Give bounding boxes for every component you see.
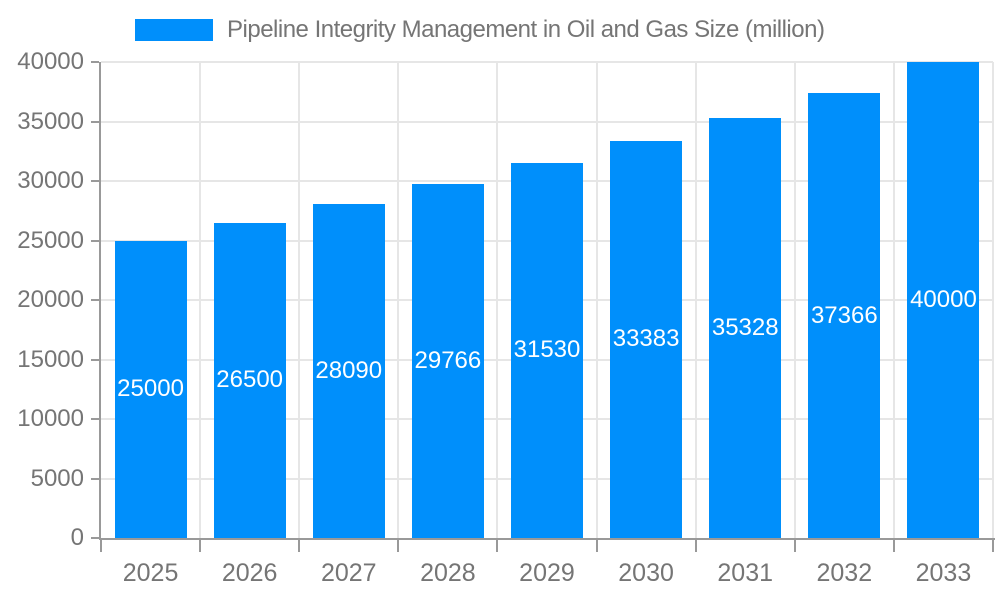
x-tick-label: 2029 (519, 559, 575, 587)
bar-value-label: 40000 (910, 286, 977, 313)
y-tick (91, 358, 99, 361)
x-tick-label: 2026 (221, 559, 278, 587)
bar-value-label: 31530 (513, 336, 581, 364)
y-tick-label: 0 (70, 524, 84, 551)
bar-value-label: 35328 (711, 313, 779, 341)
bar-value-label: 33383 (612, 325, 680, 353)
bar-value-label: 26500 (216, 366, 284, 394)
y-tick-label: 30000 (17, 167, 84, 194)
plot-area: 25000 26500 28090 29766 31530 33383 35328 37366… (101, 61, 994, 538)
y-tick-label: 25000 (17, 226, 84, 254)
x-tick (694, 540, 697, 552)
x-tick-label: 2027 (320, 559, 377, 587)
x-tick-label: 2025 (122, 559, 179, 587)
y-tick (91, 120, 99, 123)
y-tick (91, 477, 99, 480)
bar-2027: 28090 (312, 203, 385, 538)
x-tick-label: 2028 (420, 559, 476, 587)
bar-value-label: 28090 (315, 356, 383, 384)
x-tick-label: 2030 (618, 559, 674, 587)
y-tick (91, 61, 99, 63)
y-tick-label: 40000 (17, 48, 84, 75)
bar-2033: 40000 (907, 62, 980, 538)
x-tick (496, 540, 499, 552)
y-tick (91, 299, 99, 301)
bar-2026: 26500 (213, 222, 286, 538)
x-tick (100, 540, 102, 552)
x-tick (793, 540, 796, 552)
bar-2030: 33383 (610, 140, 683, 538)
y-axis-line (99, 62, 101, 540)
v-gridline (793, 62, 796, 538)
x-axis-line (99, 538, 995, 540)
bar-value-label: 25000 (117, 375, 184, 403)
x-tick-label: 2032 (816, 559, 873, 587)
v-gridline (397, 62, 400, 538)
y-tick (91, 180, 99, 182)
bar-2028: 29766 (411, 183, 484, 538)
y-tick (91, 239, 99, 242)
x-tick (595, 540, 598, 552)
x-tick-label: 2031 (717, 559, 774, 587)
x-tick (992, 540, 994, 552)
bar-2029: 31530 (511, 162, 583, 538)
y-tick (91, 537, 99, 539)
legend: Pipeline Integrity Management in Oil and… (135, 16, 825, 44)
v-gridline (199, 62, 202, 538)
v-gridline (298, 62, 301, 538)
bar-2032: 37366 (808, 93, 881, 538)
y-tick (91, 418, 99, 420)
bar-2031: 35328 (709, 117, 782, 538)
legend-item[interactable]: Pipeline Integrity Management in Oil and… (135, 16, 825, 44)
y-tick-label: 10000 (17, 405, 84, 432)
v-gridline (892, 62, 895, 538)
v-gridline (595, 62, 598, 538)
bar-value-label: 37366 (810, 301, 878, 329)
y-tick-label: 35000 (17, 107, 84, 135)
bar-value-label: 29766 (414, 346, 482, 374)
h-gridline (101, 61, 993, 63)
x-tick-label: 2033 (915, 559, 972, 587)
y-tick-label: 15000 (17, 345, 84, 373)
x-tick (892, 540, 895, 552)
y-tick-label: 20000 (17, 286, 84, 313)
x-tick (397, 540, 400, 552)
y-tick-label: 5000 (30, 464, 84, 492)
v-gridline (694, 62, 697, 538)
bar-2025: 25000 (114, 240, 187, 538)
legend-swatch-icon (135, 19, 213, 41)
v-gridline (496, 62, 499, 538)
x-tick (199, 540, 202, 552)
v-gridline (992, 62, 994, 538)
legend-label: Pipeline Integrity Management in Oil and… (227, 16, 825, 43)
x-tick (298, 540, 301, 552)
h-gridline (101, 120, 993, 123)
